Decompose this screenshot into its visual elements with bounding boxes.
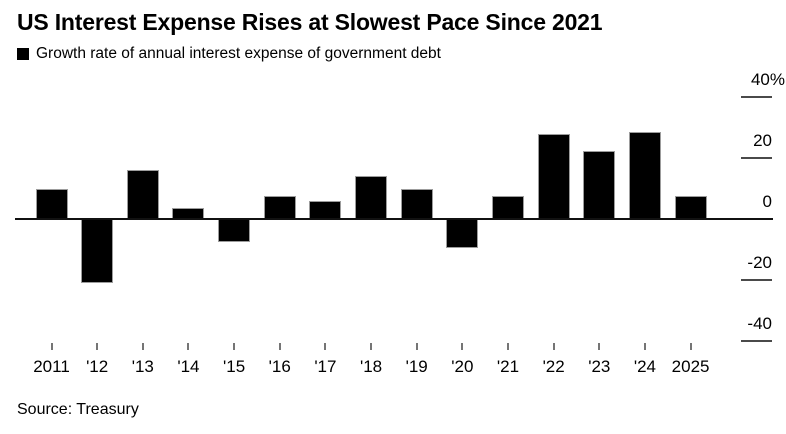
y-axis-tick-40 (741, 96, 772, 99)
bar-19 (400, 188, 433, 219)
x-axis-tick-15 (233, 343, 236, 350)
bar-2011 (35, 188, 68, 219)
x-axis-tick-18 (370, 343, 373, 350)
x-axis-label-21: '21 (496, 357, 520, 376)
x-axis-tick-16 (278, 343, 281, 350)
bar-23 (583, 150, 616, 219)
x-axis-label-16: '16 (268, 357, 291, 376)
x-axis-label-2025: 2025 (671, 357, 710, 376)
bar-18 (355, 176, 388, 219)
bar-20 (446, 219, 479, 248)
x-axis-tick-17 (324, 343, 327, 350)
y-axis-tick-20 (741, 157, 772, 160)
x-axis-tick-2025 (689, 343, 692, 350)
chart-title: US Interest Expense Rises at Slowest Pac… (17, 9, 603, 35)
x-axis-label-18: '18 (359, 357, 383, 376)
x-axis-label-19: '19 (405, 357, 428, 376)
y-axis-label-20: 20 (753, 131, 772, 151)
x-axis-tick-22 (552, 343, 555, 350)
legend-label: Growth rate of annual interest expense o… (36, 45, 441, 62)
bar-22 (537, 133, 570, 219)
x-axis-label-13: '13 (131, 357, 154, 376)
y-axis-label--20: -20 (747, 252, 772, 272)
bar-17 (309, 200, 342, 219)
legend: Growth rate of annual interest expense o… (17, 45, 441, 63)
x-axis-tick-13 (141, 343, 144, 350)
legend-swatch-icon (17, 48, 29, 60)
source-note: Source: Treasury (17, 401, 139, 418)
bar-13 (126, 170, 159, 219)
x-axis-label-23: '23 (588, 357, 611, 376)
x-axis-label-12: '12 (86, 357, 109, 376)
x-axis-tick-23 (598, 343, 601, 350)
x-axis-label-22: '22 (542, 357, 565, 376)
x-axis-tick-12 (96, 343, 99, 350)
zero-axis-line (15, 218, 773, 220)
x-axis-tick-2011 (50, 343, 53, 350)
x-axis-tick-21 (507, 343, 509, 350)
bar-21 (492, 196, 524, 219)
bar-2025 (674, 196, 707, 219)
x-axis-tick-19 (415, 343, 418, 350)
y-axis-label-0: 0 (762, 192, 772, 211)
x-axis-label-15: '15 (223, 357, 246, 376)
x-axis-label-20: '20 (451, 357, 474, 376)
x-axis-tick-20 (461, 343, 464, 350)
bar-24 (628, 132, 661, 219)
y-axis-label--40: -40 (747, 313, 772, 333)
bar-15 (218, 219, 251, 242)
x-axis-label-17: '17 (314, 357, 337, 376)
x-axis-tick-14 (187, 343, 190, 350)
x-axis-label-14: '14 (177, 357, 200, 376)
bar-12 (81, 219, 114, 283)
x-axis-label-24: '24 (633, 357, 657, 376)
x-axis-tick-24 (643, 343, 646, 350)
y-axis-tick--20 (741, 278, 772, 281)
bar-16 (263, 196, 296, 219)
y-axis-tick--40 (741, 339, 772, 342)
y-axis-label-40: 40% (750, 70, 785, 90)
x-axis-label-2011: 2011 (33, 357, 70, 376)
